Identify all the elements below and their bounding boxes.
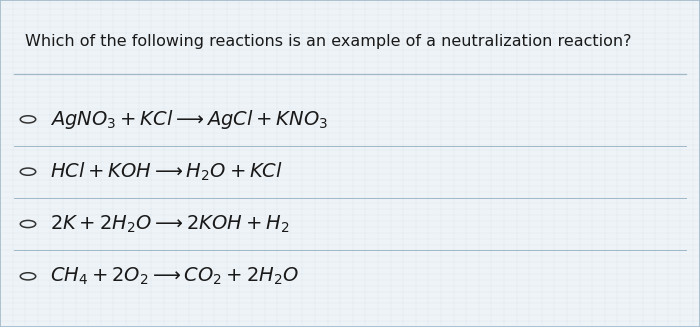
Text: $AgNO_3 + KCl \longrightarrow AgCl + KNO_3$: $AgNO_3 + KCl \longrightarrow AgCl + KNO… bbox=[50, 108, 328, 131]
Text: Which of the following reactions is an example of a neutralization reaction?: Which of the following reactions is an e… bbox=[25, 34, 631, 49]
Text: $2K + 2H_2O \longrightarrow 2KOH + H_2$: $2K + 2H_2O \longrightarrow 2KOH + H_2$ bbox=[50, 213, 290, 235]
Text: $HCl + KOH \longrightarrow H_2O + KCl$: $HCl + KOH \longrightarrow H_2O + KCl$ bbox=[50, 161, 284, 183]
Text: $CH_4 + 2O_2 \longrightarrow CO_2 + 2H_2O$: $CH_4 + 2O_2 \longrightarrow CO_2 + 2H_2… bbox=[50, 266, 300, 287]
